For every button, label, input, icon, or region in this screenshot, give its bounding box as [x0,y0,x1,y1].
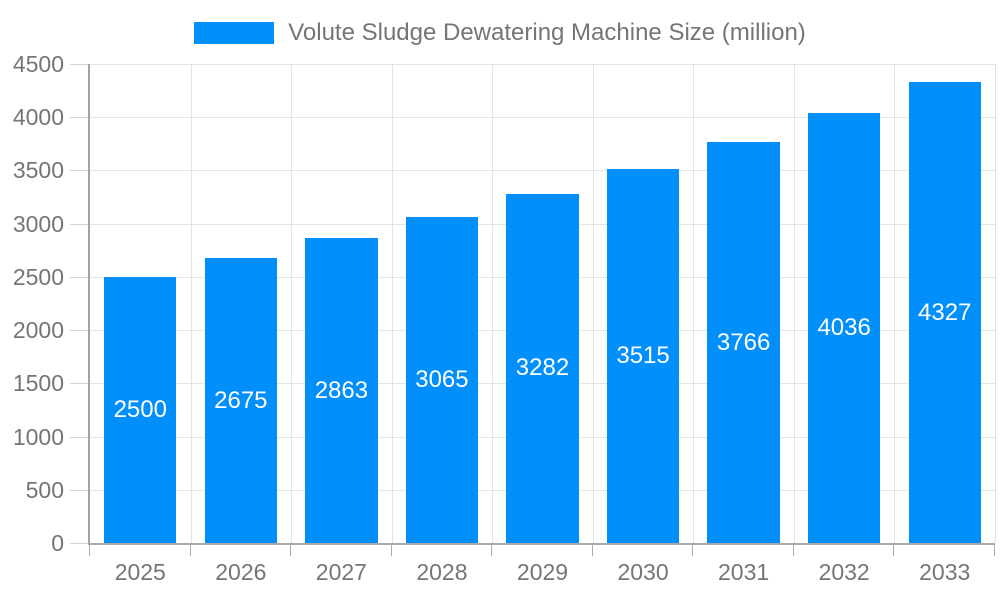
x-tick-mark [692,543,694,556]
gridline-vertical [190,64,192,543]
gridline-horizontal [90,64,995,65]
y-tick-mark [70,489,88,491]
legend-swatch-icon [194,22,275,44]
y-tick-mark [70,276,88,278]
gridline-vertical [693,64,695,543]
x-axis-label: 2033 [919,559,971,585]
gridline-vertical [995,64,996,543]
gridline-vertical [592,64,594,543]
y-axis-label: 1000 [12,423,64,450]
x-axis-label: 2026 [215,559,267,585]
bar-2027[interactable] [305,238,378,543]
y-axis-label: 4500 [12,51,64,77]
bar-2026[interactable] [204,258,278,543]
gridline-horizontal [90,117,995,119]
x-axis-label: 2029 [516,559,569,585]
x-axis-label: 2027 [315,559,367,585]
bar-2028[interactable] [405,216,479,543]
plot-area: 0 500 1000 1500 2000 2500 3000 3500 4000 4500 2500… [13,51,996,585]
y-tick-mark [70,64,88,65]
bar-2025[interactable] [104,276,177,543]
x-axis-label: 2031 [718,559,770,585]
bar-2030[interactable] [606,168,680,543]
gridline-vertical [894,64,896,543]
bar-2033[interactable] [908,82,981,543]
x-tick-mark [893,543,895,556]
y-tick-mark [70,330,88,332]
y-axis-label: 0 [51,530,64,556]
x-tick-mark [189,543,191,556]
gridline-vertical [492,64,494,543]
bar-2032[interactable] [807,113,881,543]
x-tick-mark [792,543,794,556]
gridline-horizontal [90,170,995,172]
x-axis-label: 2028 [416,559,468,585]
gridline-vertical [291,64,293,543]
y-axis-label: 3500 [12,157,64,184]
y-axis-label: 4000 [12,104,64,131]
x-axis-label: 2030 [617,559,669,585]
gridline-vertical [793,64,795,543]
gridline-vertical [391,64,393,543]
y-tick-mark [70,170,88,172]
x-tick-mark [491,543,493,556]
x-tick-mark [390,543,392,556]
y-tick-mark [70,223,88,225]
y-tick-mark [70,543,88,544]
y-axis-label: 3000 [12,210,64,237]
y-axis-label: 2500 [12,263,64,290]
x-axis-label: 2032 [818,559,870,585]
x-tick-mark [994,543,995,556]
y-axis-label: 2000 [12,317,64,344]
x-tick-mark [89,543,90,556]
legend[interactable]: Volute Sludge Dewatering Machine Size (m… [0,14,1000,52]
bar-2031[interactable] [707,142,780,543]
y-tick-mark [70,436,88,438]
bar-2029[interactable] [506,193,579,543]
y-tick-mark [70,117,88,119]
x-tick-mark [591,543,593,556]
legend-label: Volute Sludge Dewatering Machine Size (m… [288,19,806,46]
y-axis-label: 500 [25,476,64,503]
y-axis-label: 1500 [12,370,64,397]
y-tick-mark [70,383,88,385]
x-axis-label: 2025 [114,559,166,585]
x-tick-mark [290,543,292,556]
